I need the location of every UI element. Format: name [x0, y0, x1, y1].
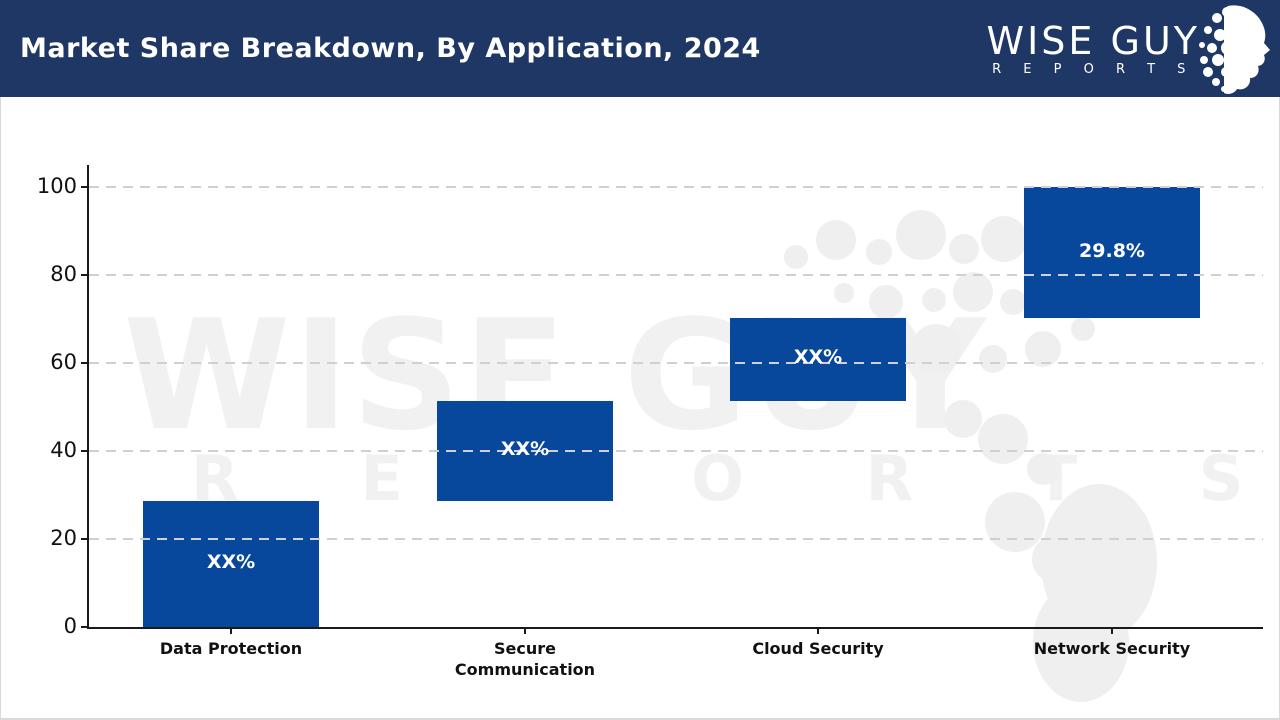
gridline-y80	[89, 274, 1263, 276]
xtick-label-data-protection: Data Protection	[159, 639, 303, 658]
xtick-label-cloud-security: Cloud Security	[752, 639, 884, 658]
x-axis-spine	[87, 627, 1263, 629]
y-axis-spine	[87, 165, 89, 629]
xtick-label-secure-communication: Secure Communication	[454, 639, 596, 679]
chart-title: Market Share Breakdown, By Application, …	[20, 33, 761, 64]
brand-text: WISE GUY R E P O R T S	[987, 21, 1200, 77]
xtick-label-network-security: Network Security	[1033, 639, 1191, 658]
brand-name: WISE GUY	[986, 18, 1200, 63]
gridline-y60	[89, 362, 1263, 364]
brand-head-icon	[1199, 4, 1270, 94]
ytick-mark-80	[81, 274, 89, 276]
ytick-label-80: 80	[50, 262, 77, 286]
ytick-mark-0	[81, 626, 89, 628]
xtick-mark-secure-communication	[524, 627, 526, 634]
gridline-y40	[89, 450, 1263, 452]
ytick-mark-100	[81, 186, 89, 188]
chart-area: WISE GUY R E P O R T S 0 20 40 60 80 100 XX% Da…	[0, 97, 1280, 718]
ytick-label-60: 60	[50, 350, 77, 374]
xtick-mark-data-protection	[230, 627, 232, 634]
header: Market Share Breakdown, By Application, …	[0, 0, 1280, 97]
ytick-label-20: 20	[50, 526, 77, 550]
bar-value-label-cloud-security: XX%	[793, 346, 843, 369]
ytick-label-100: 100	[36, 174, 77, 198]
ytick-mark-60	[81, 362, 89, 364]
bar-data-protection	[143, 501, 319, 627]
bar-cloud-security	[730, 318, 906, 401]
bottom-border-line	[0, 718, 1280, 720]
gridline-y100	[89, 186, 1263, 188]
brand-subtitle: R E P O R T S	[992, 61, 1195, 77]
brand-logo: WISE GUY R E P O R T S	[987, 0, 1272, 97]
bar-value-label-secure-communication: XX%	[500, 438, 550, 460]
ytick-mark-20	[81, 538, 89, 540]
gridline-y20	[89, 538, 1263, 540]
ytick-label-40: 40	[50, 438, 77, 462]
ytick-mark-40	[81, 450, 89, 452]
bar-network-security	[1024, 187, 1200, 319]
ytick-label-0: 0	[63, 614, 77, 638]
bar-value-label-data-protection: XX%	[206, 551, 256, 574]
xtick-mark-network-security	[1111, 627, 1113, 634]
xtick-mark-cloud-security	[817, 627, 819, 634]
bar-value-label-network-security: 29.8%	[1079, 239, 1145, 262]
